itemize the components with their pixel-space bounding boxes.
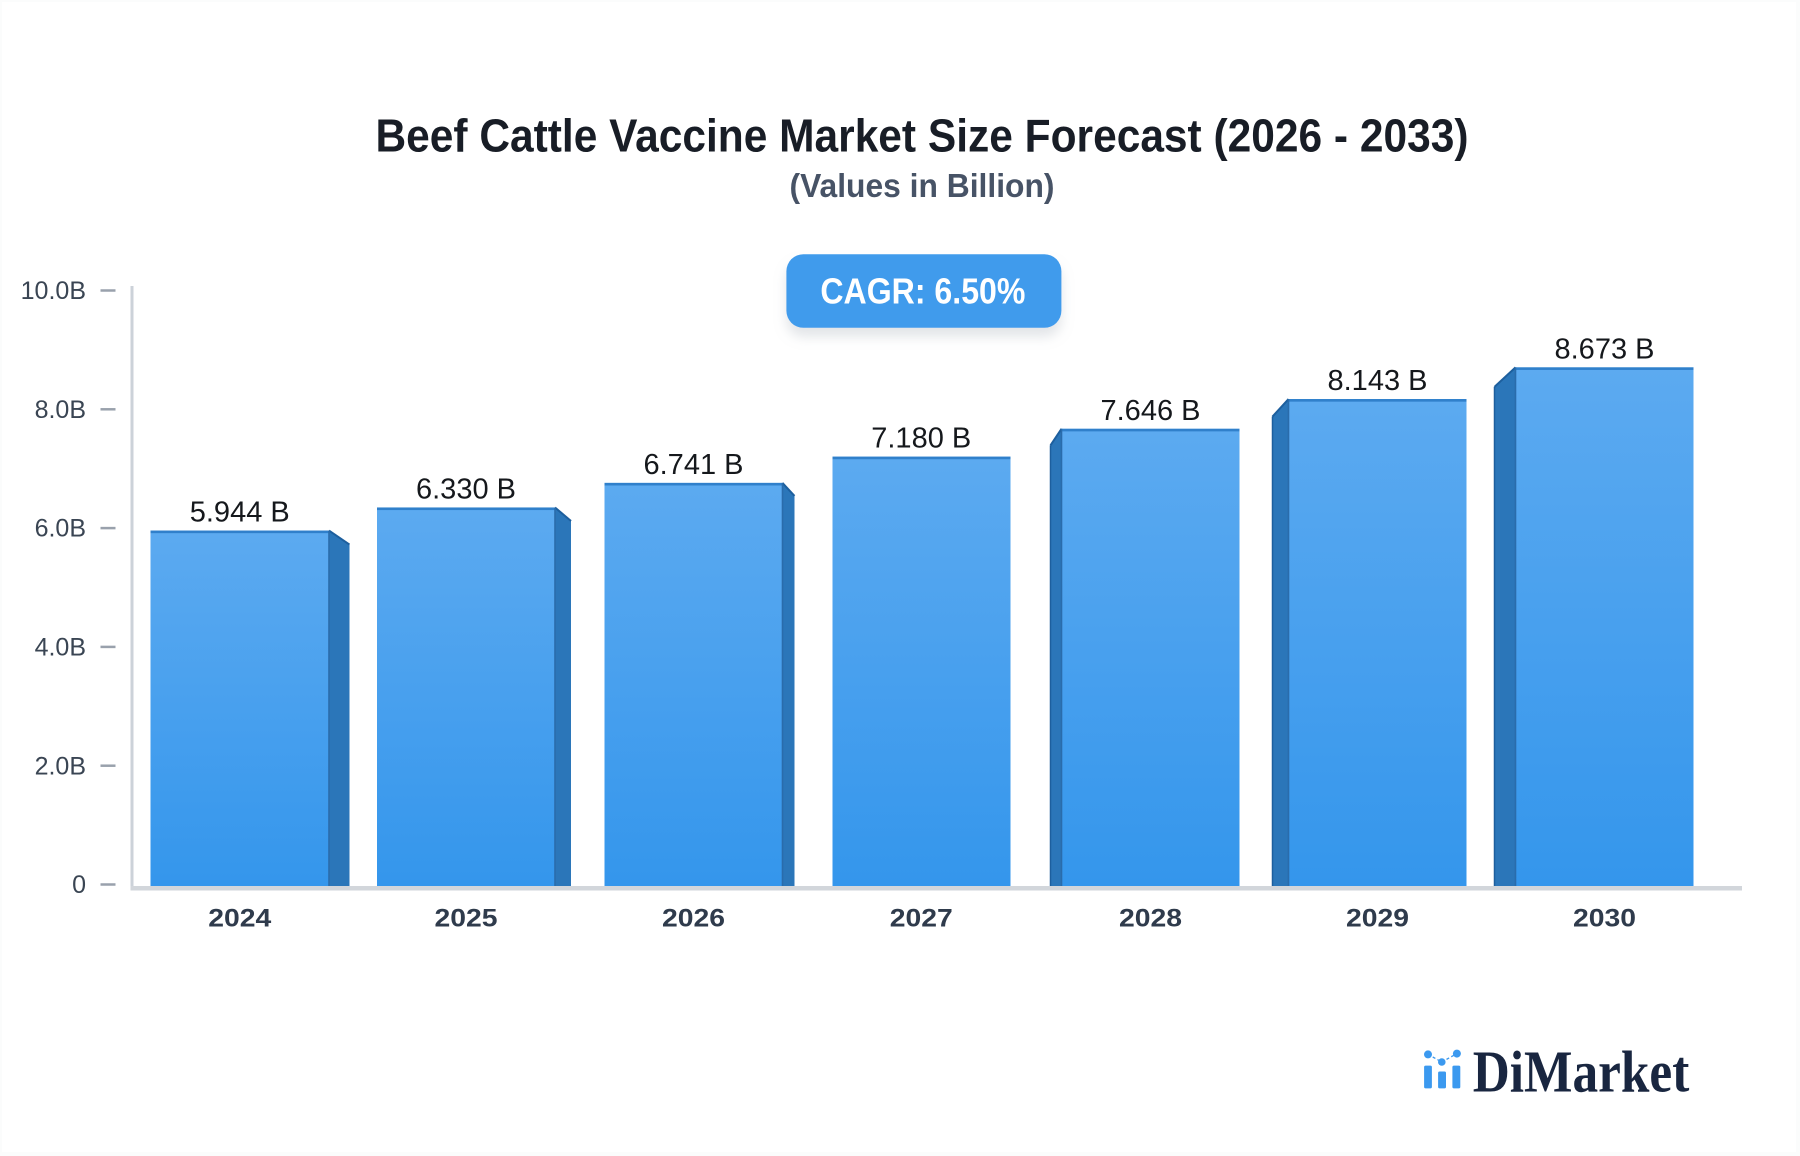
svg-text:DiMarket: DiMarket xyxy=(1473,1039,1690,1105)
svg-text:6.741 B: 6.741 B xyxy=(644,449,744,481)
svg-text:8.673 B: 8.673 B xyxy=(1555,333,1655,365)
svg-text:8.143 B: 8.143 B xyxy=(1328,365,1428,397)
svg-text:2025: 2025 xyxy=(435,905,498,933)
svg-text:8.0B: 8.0B xyxy=(35,396,86,424)
svg-text:10.0B: 10.0B xyxy=(21,277,86,305)
svg-text:2030: 2030 xyxy=(1573,905,1636,933)
svg-text:Beef Cattle Vaccine Market Siz: Beef Cattle Vaccine Market Size Forecast… xyxy=(376,110,1469,162)
svg-text:5.944 B: 5.944 B xyxy=(190,497,290,529)
svg-text:7.646 B: 7.646 B xyxy=(1101,395,1201,427)
svg-text:2024: 2024 xyxy=(208,905,271,933)
svg-text:2.0B: 2.0B xyxy=(35,752,86,780)
svg-text:CAGR: 6.50%: CAGR: 6.50% xyxy=(820,271,1025,312)
svg-text:4.0B: 4.0B xyxy=(35,634,86,662)
svg-text:6.330 B: 6.330 B xyxy=(416,473,516,505)
svg-text:2029: 2029 xyxy=(1346,905,1409,933)
svg-text:7.180 B: 7.180 B xyxy=(871,423,971,455)
svg-text:2028: 2028 xyxy=(1119,905,1182,933)
svg-text:(Values in Billion): (Values in Billion) xyxy=(790,167,1055,204)
svg-text:2026: 2026 xyxy=(662,905,725,933)
svg-text:0: 0 xyxy=(72,871,86,899)
svg-text:2027: 2027 xyxy=(890,905,953,933)
svg-text:6.0B: 6.0B xyxy=(35,515,86,543)
